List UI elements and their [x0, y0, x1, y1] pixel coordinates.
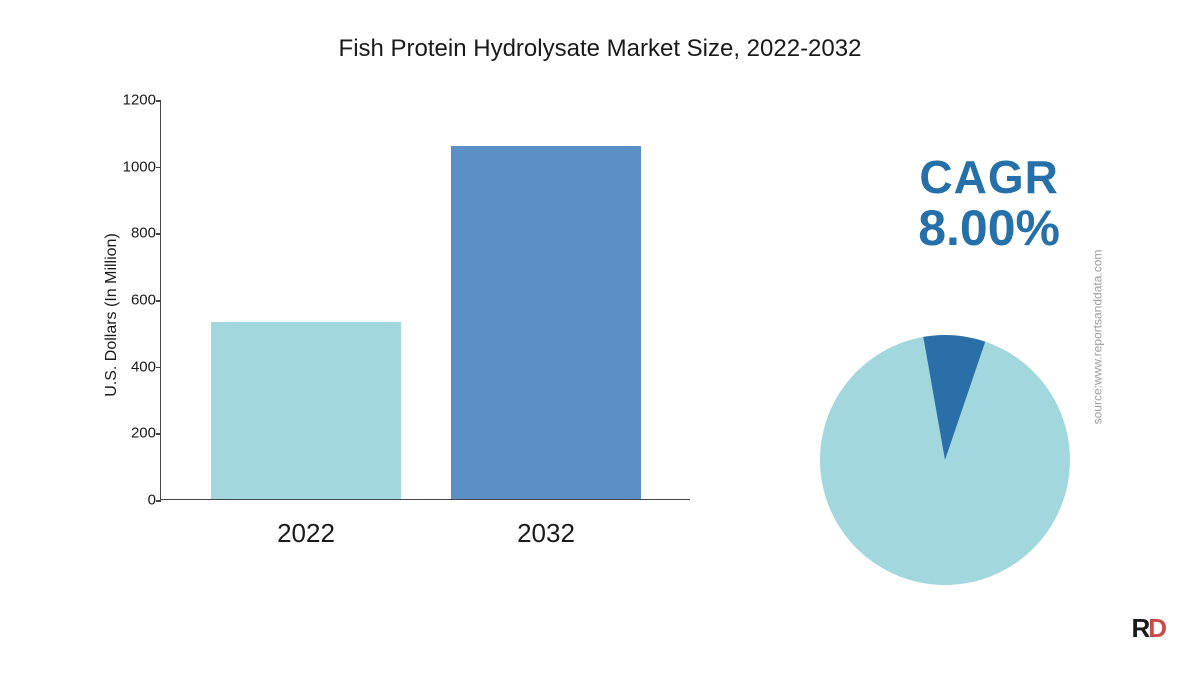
- logo: RD: [1131, 613, 1165, 644]
- x-label-2032: 2032: [451, 518, 641, 549]
- y-tick-label: 400: [111, 358, 156, 375]
- bar-2022: [211, 322, 401, 499]
- cagr-block: CAGR 8.00%: [918, 150, 1060, 257]
- x-label-2022: 2022: [211, 518, 401, 549]
- logo-d: D: [1148, 613, 1165, 643]
- y-tick-label: 1000: [111, 158, 156, 175]
- pie-chart: [815, 330, 1075, 590]
- bar-2032: [451, 146, 641, 499]
- cagr-value: 8.00%: [918, 199, 1060, 257]
- bar-chart: U.S. Dollars (In Million) 02004006008001…: [110, 100, 690, 530]
- y-tick-label: 0: [111, 492, 156, 509]
- logo-r: R: [1131, 613, 1148, 643]
- y-tick-label: 200: [111, 425, 156, 442]
- chart-title: Fish Protein Hydrolysate Market Size, 20…: [0, 35, 1200, 63]
- y-tick-label: 1200: [111, 92, 156, 109]
- source-attribution: source:www.reportsanddata.com: [1091, 250, 1105, 425]
- cagr-label: CAGR: [918, 150, 1060, 204]
- y-tick-label: 600: [111, 292, 156, 309]
- y-tick-label: 800: [111, 225, 156, 242]
- plot-area: 02004006008001000120020222032: [160, 100, 690, 500]
